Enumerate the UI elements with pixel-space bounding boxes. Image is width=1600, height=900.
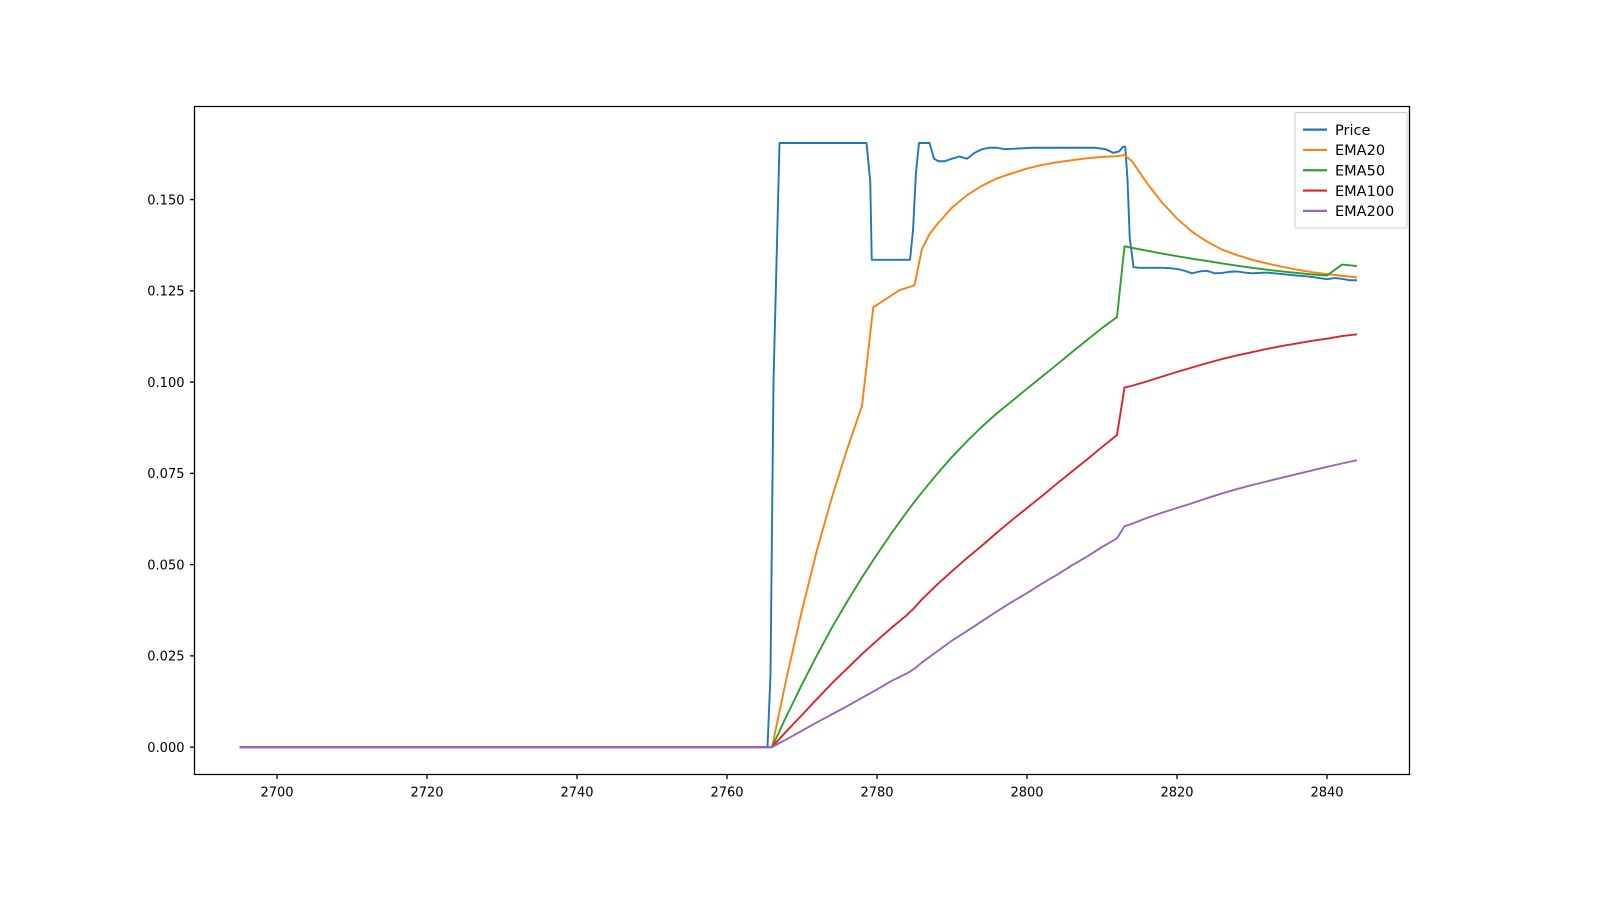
series-line-ema50 (239, 245, 1358, 749)
legend-label-ema50: EMA50 (1335, 163, 1385, 179)
ticks-group: 2700 2720 2740 2760 2780 2800 2820 2840 0.000 0.0… (147, 193, 1343, 800)
series-line-ema200 (239, 459, 1358, 749)
x-tick-label: 2700 (260, 786, 293, 801)
series-group (239, 142, 1358, 749)
plot-axes (193, 105, 1411, 776)
legend-label-ema200: EMA200 (1335, 204, 1394, 220)
y-tick-label: 0.100 (147, 376, 184, 391)
x-tick-label: 2840 (1310, 786, 1343, 801)
series-line-price (239, 142, 1357, 749)
legend-label-price: Price (1335, 123, 1370, 139)
x-tick-label: 2740 (560, 786, 593, 801)
x-tick-label: 2780 (860, 786, 893, 801)
y-tick-label: 0.125 (147, 285, 184, 300)
x-tick-label: 2760 (710, 786, 743, 801)
y-tick-label: 0.050 (147, 558, 184, 573)
axes-spines (193, 105, 1411, 776)
y-tick-label: 0.025 (147, 650, 184, 665)
legend-frame (1294, 112, 1408, 229)
y-tick-label: 0.075 (147, 467, 184, 482)
legend-label-ema100: EMA100 (1335, 184, 1394, 200)
x-tick-label: 2820 (1160, 786, 1193, 801)
y-tick-label: 0.150 (147, 193, 184, 208)
chart-legend[interactable]: Price EMA20 EMA50 EMA100 EMA200 (1294, 112, 1408, 229)
x-tick-label: 2720 (410, 786, 443, 801)
series-line-ema20 (239, 154, 1358, 749)
x-tick-label: 2800 (1010, 786, 1043, 801)
y-tick-label: 0.000 (147, 741, 184, 756)
series-line-ema100 (239, 333, 1358, 749)
legend-label-ema20: EMA20 (1335, 143, 1385, 159)
